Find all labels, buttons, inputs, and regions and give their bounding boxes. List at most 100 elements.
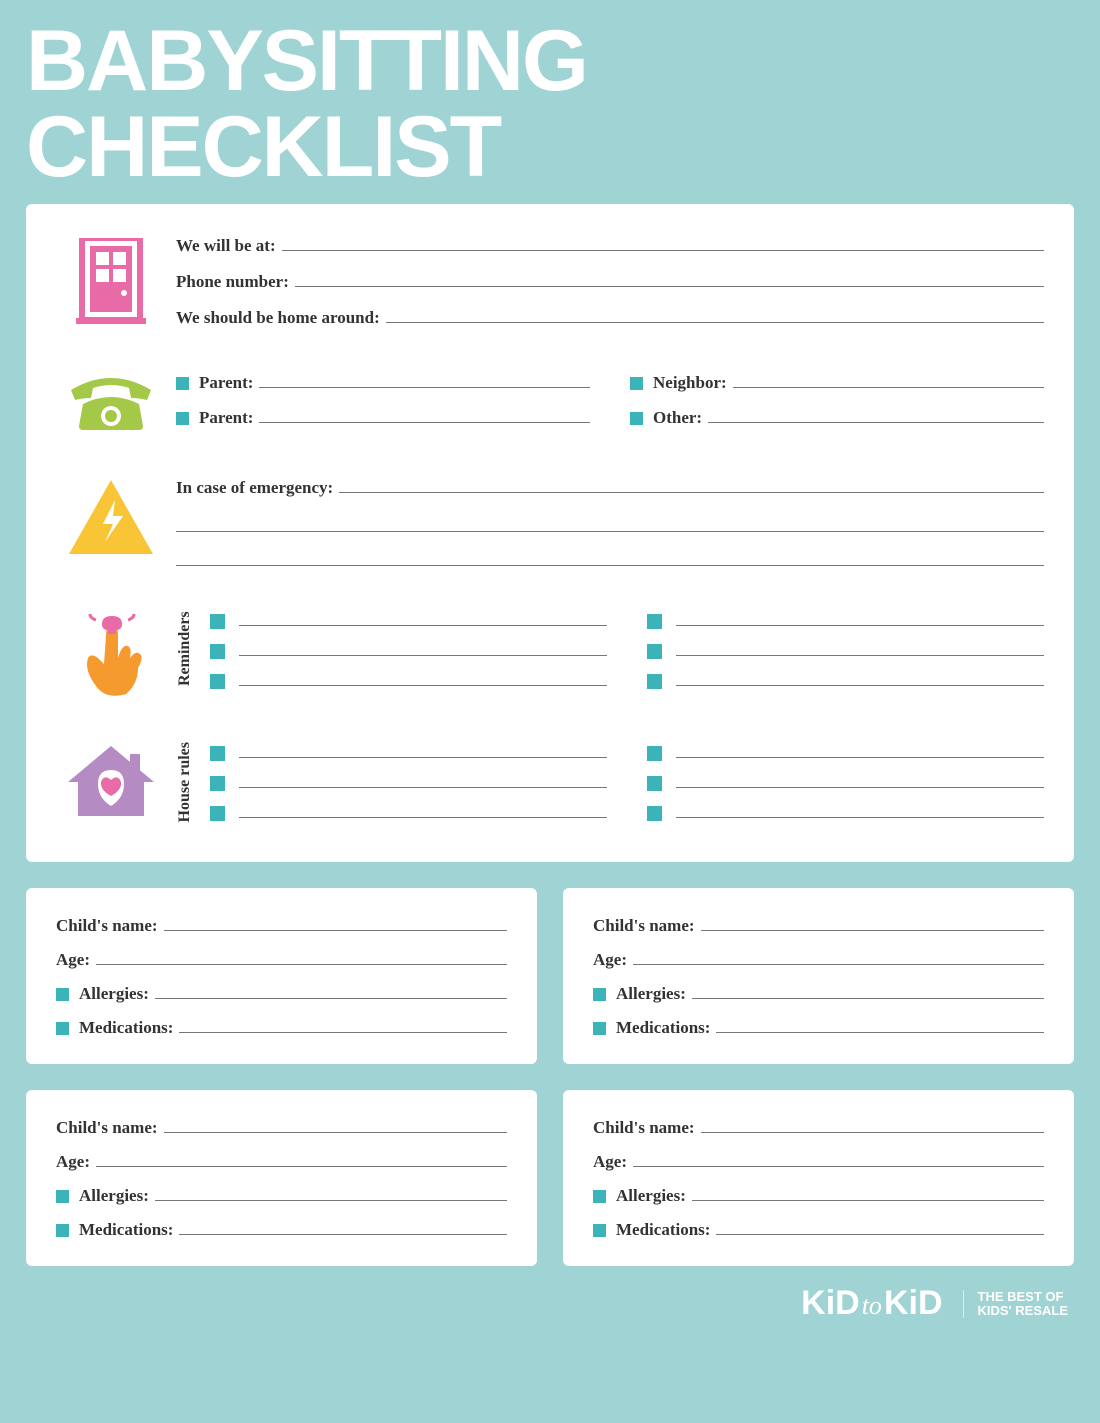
label: Age:	[593, 950, 627, 970]
bullet-icon	[647, 614, 662, 629]
label: Allergies:	[616, 1186, 686, 1206]
field-child-age[interactable]: Age:	[56, 1150, 507, 1172]
field-child-medications[interactable]: Medications:	[56, 1016, 507, 1038]
fill-line	[339, 476, 1044, 493]
fill-line	[676, 610, 1044, 626]
fill-line	[708, 407, 1044, 423]
label: In case of emergency:	[176, 478, 333, 498]
children-grid: Child's name: Age: Allergies: Medication…	[26, 888, 1074, 1266]
fill-line	[239, 610, 607, 626]
section-contacts: Parent: Parent: Neighbor:	[56, 372, 1044, 432]
fill-line	[282, 234, 1044, 251]
brand-pre: KiD	[801, 1284, 860, 1322]
door-icon	[56, 234, 166, 324]
fill-line	[259, 372, 590, 388]
field-we-will-be-at[interactable]: We will be at:	[176, 234, 1044, 256]
fill-line	[386, 306, 1044, 323]
page-title: BABYSITTING CHECKLIST	[26, 0, 1074, 204]
fill-line	[239, 802, 607, 818]
fill-line	[676, 640, 1044, 656]
house-rule-line[interactable]	[647, 802, 1044, 818]
field-child-name[interactable]: Child's name:	[56, 914, 507, 936]
field-child-medications[interactable]: Medications:	[56, 1218, 507, 1240]
contact-field[interactable]: Neighbor:	[630, 372, 1044, 393]
bullet-icon	[593, 988, 606, 1001]
house-icon	[56, 742, 166, 818]
fill-line	[295, 270, 1044, 287]
field-child-allergies[interactable]: Allergies:	[593, 1184, 1044, 1206]
contact-field[interactable]: Parent:	[176, 407, 590, 428]
field-home-around[interactable]: We should be home around:	[176, 306, 1044, 328]
contact-field[interactable]: Other:	[630, 407, 1044, 428]
label: Allergies:	[79, 1186, 149, 1206]
label: Child's name:	[593, 916, 695, 936]
child-card: Child's name: Age: Allergies: Medication…	[563, 888, 1074, 1064]
bullet-icon	[593, 1022, 606, 1035]
fill-line[interactable]	[176, 512, 1044, 532]
bullet-icon	[210, 746, 225, 761]
fill-line	[179, 1218, 507, 1235]
house-rule-line[interactable]	[647, 742, 1044, 758]
label: Age:	[56, 950, 90, 970]
brand-mid: to	[862, 1291, 882, 1320]
brand-logo: KiDtoKiD	[801, 1284, 942, 1323]
fill-line[interactable]	[176, 546, 1044, 566]
house-rule-line[interactable]	[210, 772, 607, 788]
field-phone-number[interactable]: Phone number:	[176, 270, 1044, 292]
label: Neighbor:	[653, 373, 727, 393]
field-child-medications[interactable]: Medications:	[593, 1218, 1044, 1240]
bullet-icon	[647, 776, 662, 791]
fill-line	[716, 1016, 1044, 1033]
bullet-icon	[647, 674, 662, 689]
bullet-icon	[647, 644, 662, 659]
reminder-line[interactable]	[210, 610, 607, 626]
brand-post: KiD	[884, 1284, 943, 1322]
house-rule-line[interactable]	[210, 742, 607, 758]
fill-line	[676, 742, 1044, 758]
fill-line	[96, 1150, 507, 1167]
brand-tagline: THE BEST OF KIDS' RESALE	[963, 1290, 1069, 1319]
fill-line	[701, 1116, 1044, 1133]
tagline-line1: THE BEST OF	[978, 1290, 1069, 1304]
bullet-icon	[593, 1224, 606, 1237]
section-emergency: In case of emergency:	[56, 476, 1044, 566]
fill-line	[239, 772, 607, 788]
field-child-name[interactable]: Child's name:	[593, 1116, 1044, 1138]
field-child-age[interactable]: Age:	[593, 1150, 1044, 1172]
reminder-line[interactable]	[210, 640, 607, 656]
house-rules-heading: House rules	[176, 742, 194, 822]
reminder-line[interactable]	[647, 670, 1044, 686]
page: BABYSITTING CHECKLIST We will be at:	[0, 0, 1100, 1355]
bullet-icon	[630, 412, 643, 425]
field-child-allergies[interactable]: Allergies:	[56, 1184, 507, 1206]
fill-line	[692, 1184, 1044, 1201]
field-child-name[interactable]: Child's name:	[56, 1116, 507, 1138]
fill-line	[96, 948, 507, 965]
field-child-allergies[interactable]: Allergies:	[593, 982, 1044, 1004]
reminder-hand-icon	[56, 610, 166, 698]
field-child-medications[interactable]: Medications:	[593, 1016, 1044, 1038]
label: Medications:	[79, 1018, 173, 1038]
section-reminders: Reminders	[56, 610, 1044, 698]
field-child-name[interactable]: Child's name:	[593, 914, 1044, 936]
reminder-line[interactable]	[210, 670, 607, 686]
reminder-line[interactable]	[647, 640, 1044, 656]
label: Phone number:	[176, 272, 289, 292]
label: Medications:	[616, 1220, 710, 1240]
reminder-line[interactable]	[647, 610, 1044, 626]
field-child-allergies[interactable]: Allergies:	[56, 982, 507, 1004]
field-emergency[interactable]: In case of emergency:	[176, 476, 1044, 498]
phone-icon	[56, 372, 166, 432]
contact-field[interactable]: Parent:	[176, 372, 590, 393]
field-child-age[interactable]: Age:	[593, 948, 1044, 970]
field-child-age[interactable]: Age:	[56, 948, 507, 970]
fill-line	[692, 982, 1044, 999]
reminders-heading: Reminders	[176, 610, 194, 686]
house-rule-line[interactable]	[647, 772, 1044, 788]
fill-line	[733, 372, 1044, 388]
house-rule-line[interactable]	[210, 802, 607, 818]
bullet-icon	[210, 806, 225, 821]
fill-line	[239, 742, 607, 758]
bullet-icon	[56, 1224, 69, 1237]
fill-line	[179, 1016, 507, 1033]
